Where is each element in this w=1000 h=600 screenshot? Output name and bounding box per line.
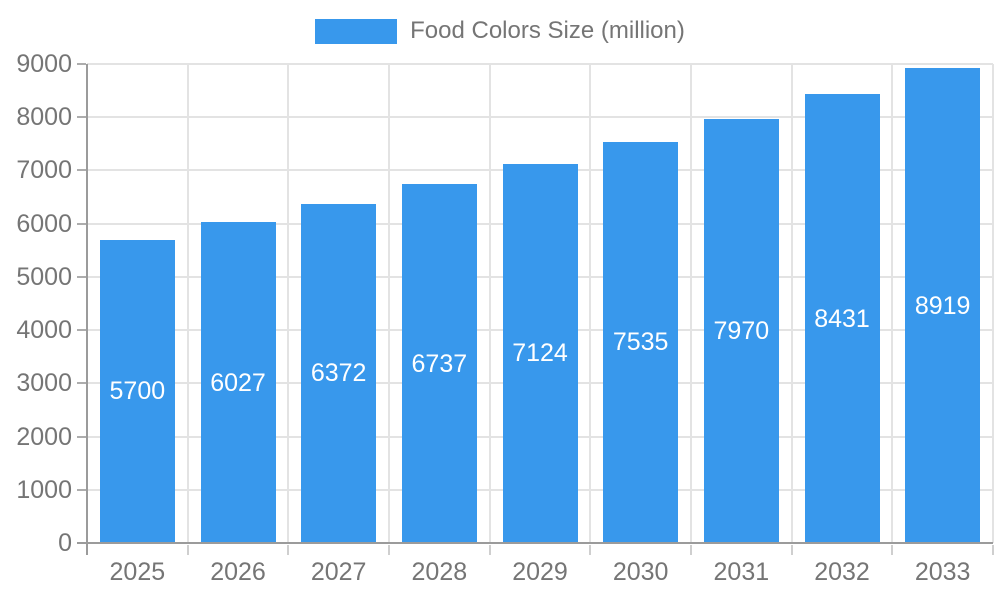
y-axis-line <box>86 64 88 555</box>
gridline-vertical <box>589 64 592 543</box>
y-axis-tick <box>77 222 86 225</box>
bar-value-label: 6372 <box>310 359 367 388</box>
bar-2031[interactable]: 7970 <box>703 118 779 543</box>
x-axis-tick <box>589 545 592 555</box>
y-axis-tick <box>77 382 86 385</box>
x-axis-line <box>86 542 993 544</box>
x-axis-label: 2029 <box>512 558 568 586</box>
gridline-vertical <box>690 64 692 543</box>
bar-value-label: 6027 <box>210 368 266 397</box>
gridline-horizontal <box>87 116 993 119</box>
bar-value-label: 7535 <box>612 328 669 357</box>
y-axis-label: 1000 <box>16 475 72 504</box>
bar-2027[interactable]: 6372 <box>301 203 377 543</box>
y-axis-tick <box>77 275 86 278</box>
x-axis-label: 2028 <box>411 558 468 586</box>
x-axis-label: 2033 <box>914 558 971 586</box>
legend: Food Colors Size (million) <box>0 17 1000 45</box>
gridline-vertical <box>488 64 491 543</box>
x-axis-tick <box>186 545 189 555</box>
bar-value-label: 8431 <box>814 304 870 333</box>
x-axis-label: 2025 <box>109 558 166 586</box>
y-axis-label: 7000 <box>16 156 72 185</box>
bar-value-label: 6737 <box>411 349 468 378</box>
x-axis-label: 2026 <box>210 558 266 586</box>
y-axis-tick <box>77 488 86 491</box>
bar-2028[interactable]: 6737 <box>401 184 477 543</box>
gridline-vertical <box>790 64 793 543</box>
bar-2030[interactable]: 7535 <box>603 141 679 543</box>
gridline-vertical <box>186 64 189 543</box>
x-axis-label: 2027 <box>310 558 367 586</box>
x-axis-label: 2030 <box>612 558 669 586</box>
bar-2032[interactable]: 8431 <box>804 94 880 543</box>
gridline-horizontal <box>87 63 993 65</box>
bar-2029[interactable]: 7124 <box>502 163 578 543</box>
y-axis-tick <box>77 542 86 544</box>
bar-2033[interactable]: 8919 <box>905 68 981 543</box>
y-axis-tick <box>77 116 86 119</box>
legend-label: Food Colors Size (million) <box>410 17 685 44</box>
bar-2025[interactable]: 5700 <box>99 239 175 543</box>
y-axis-label: 6000 <box>16 209 72 238</box>
x-axis-tick <box>488 545 491 555</box>
y-axis-label: 2000 <box>16 422 72 451</box>
y-axis-tick <box>77 63 86 65</box>
gridline-vertical <box>388 64 390 543</box>
gridline-vertical <box>287 64 290 543</box>
legend-swatch <box>315 18 398 44</box>
bar-value-label: 5700 <box>109 377 166 406</box>
legend-item[interactable]: Food Colors Size (million) <box>315 17 685 45</box>
x-axis-label: 2031 <box>713 558 770 586</box>
gridline-vertical <box>992 64 994 543</box>
y-axis-tick <box>77 329 86 332</box>
y-axis-label: 5000 <box>16 262 72 291</box>
y-axis-tick <box>77 435 86 438</box>
bar-2026[interactable]: 6027 <box>200 222 276 543</box>
bar-value-label: 7970 <box>713 316 770 345</box>
x-axis-tick <box>891 545 894 555</box>
y-axis-label: 9000 <box>16 50 72 78</box>
y-axis-label: 3000 <box>16 369 72 398</box>
bar-value-label: 8919 <box>914 291 971 320</box>
y-axis-tick <box>77 169 86 172</box>
x-axis-tick <box>388 545 390 555</box>
y-axis-label: 0 <box>58 529 72 557</box>
gridline-vertical <box>891 64 894 543</box>
x-axis-tick <box>790 545 793 555</box>
x-axis-label: 2032 <box>814 558 870 586</box>
y-axis-label: 4000 <box>16 316 72 345</box>
x-axis-tick <box>992 545 994 555</box>
y-axis-label: 8000 <box>16 103 72 132</box>
x-axis-tick <box>690 545 692 555</box>
x-axis-tick <box>287 545 290 555</box>
bar-value-label: 7124 <box>512 339 568 368</box>
